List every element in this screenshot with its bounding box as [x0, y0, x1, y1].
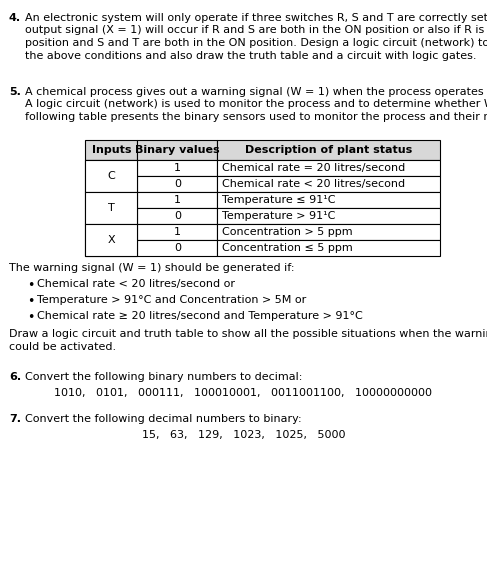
FancyBboxPatch shape [85, 208, 137, 224]
FancyBboxPatch shape [137, 160, 217, 176]
Text: Concentration > 5 ppm: Concentration > 5 ppm [222, 227, 353, 237]
FancyBboxPatch shape [217, 208, 440, 224]
FancyBboxPatch shape [85, 160, 137, 176]
FancyBboxPatch shape [85, 224, 137, 256]
Text: 1: 1 [174, 227, 181, 237]
Text: Concentration ≤ 5 ppm: Concentration ≤ 5 ppm [222, 243, 353, 253]
FancyBboxPatch shape [217, 240, 440, 256]
Text: 0: 0 [174, 243, 181, 253]
FancyBboxPatch shape [85, 224, 137, 240]
FancyBboxPatch shape [85, 240, 137, 256]
FancyBboxPatch shape [137, 208, 217, 224]
Text: •: • [27, 279, 34, 292]
FancyBboxPatch shape [85, 176, 137, 192]
Text: 0: 0 [174, 211, 181, 221]
FancyBboxPatch shape [85, 192, 137, 224]
Text: 6.: 6. [9, 372, 21, 382]
FancyBboxPatch shape [85, 192, 137, 208]
Text: A chemical process gives out a warning signal (W = 1) when the process operates : A chemical process gives out a warning s… [25, 87, 487, 122]
FancyBboxPatch shape [137, 192, 217, 208]
Text: Draw a logic circuit and truth table to show all the possible situations when th: Draw a logic circuit and truth table to … [9, 329, 487, 352]
Text: Binary values: Binary values [135, 145, 220, 155]
FancyBboxPatch shape [217, 224, 440, 240]
Text: •: • [27, 311, 34, 324]
FancyBboxPatch shape [217, 176, 440, 192]
FancyBboxPatch shape [217, 160, 440, 176]
Text: 1: 1 [174, 195, 181, 205]
Text: Temperature ≤ 91¹C: Temperature ≤ 91¹C [222, 195, 336, 205]
Text: Convert the following binary numbers to decimal:: Convert the following binary numbers to … [25, 372, 303, 382]
Text: Temperature > 91°C and Concentration > 5M or: Temperature > 91°C and Concentration > 5… [37, 295, 306, 305]
Text: 4.: 4. [9, 13, 21, 23]
Text: Inputs: Inputs [92, 145, 131, 155]
FancyBboxPatch shape [137, 240, 217, 256]
Text: Chemical rate < 20 litres/second or: Chemical rate < 20 litres/second or [37, 279, 235, 289]
FancyBboxPatch shape [217, 140, 440, 160]
Text: Convert the following decimal numbers to binary:: Convert the following decimal numbers to… [25, 414, 302, 424]
Text: C: C [108, 171, 115, 181]
Text: Chemical rate < 20 litres/second: Chemical rate < 20 litres/second [222, 179, 405, 189]
Text: 15,   63,   129,   1023,   1025,   5000: 15, 63, 129, 1023, 1025, 5000 [142, 430, 345, 440]
Text: 1: 1 [174, 163, 181, 173]
Text: Description of plant status: Description of plant status [245, 145, 412, 155]
Text: 7.: 7. [9, 414, 21, 424]
Text: Chemical rate = 20 litres/second: Chemical rate = 20 litres/second [222, 163, 405, 173]
FancyBboxPatch shape [137, 176, 217, 192]
Text: The warning signal (W = 1) should be generated if:: The warning signal (W = 1) should be gen… [9, 263, 294, 273]
FancyBboxPatch shape [85, 140, 137, 160]
Text: 5.: 5. [9, 87, 20, 97]
FancyBboxPatch shape [137, 224, 217, 240]
FancyBboxPatch shape [217, 192, 440, 208]
FancyBboxPatch shape [85, 160, 137, 192]
Text: 0: 0 [174, 179, 181, 189]
Text: Temperature > 91¹C: Temperature > 91¹C [222, 211, 336, 221]
Text: T: T [108, 203, 114, 213]
Text: Chemical rate ≥ 20 litres/second and Temperature > 91°C: Chemical rate ≥ 20 litres/second and Tem… [37, 311, 362, 321]
Text: 1010,   0101,   000111,   100010001,   0011001100,   10000000000: 1010, 0101, 000111, 100010001, 001100110… [55, 388, 432, 398]
Text: An electronic system will only operate if three switches R, S and T are correctl: An electronic system will only operate i… [25, 13, 487, 61]
Text: •: • [27, 295, 34, 308]
Text: X: X [108, 235, 115, 245]
FancyBboxPatch shape [137, 140, 217, 160]
